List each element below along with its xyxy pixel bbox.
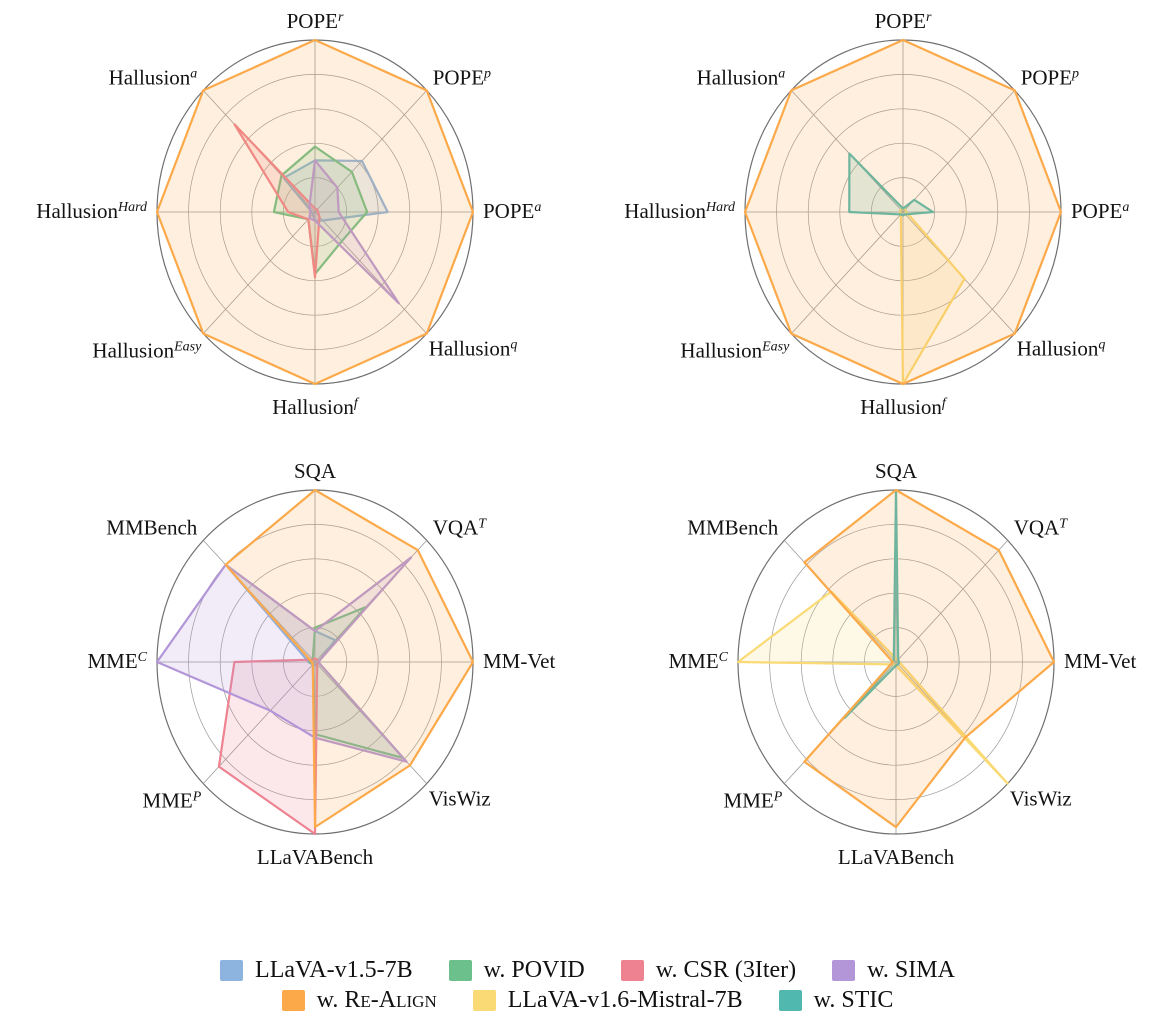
chart-legend: LLaVA-v1.5-7B w. POVID w. CSR (3Iter) w. SI… (0, 958, 1175, 1012)
axis-label-mmbench: MMBench (687, 515, 778, 539)
grid-spoke (902, 90, 1016, 213)
grid-spoke (202, 211, 316, 334)
axis-label-hallusion-easy: HallusionEasy (680, 339, 790, 363)
legend-item-llava-v1-5-7b[interactable]: LLaVA-v1.5-7B (220, 958, 413, 982)
radar-plot-hallucination-llava15: POPEr POPEp POPEa Hallusionq Hallusionf Hallu… (36, 9, 541, 419)
radar-series-w-re-align (224, 488, 475, 829)
legend-row: LLaVA-v1.5-7B w. POVID w. CSR (3Iter) w. SI… (202, 958, 973, 982)
grid-spoke (202, 661, 316, 784)
legend-swatch (281, 989, 305, 1011)
axis-label-hallusion-hard: HallusionHard (36, 199, 148, 223)
radar-axis-labels: SQA VQAT MM-Vet VisWiz LLaVABench MMEP MMEC MMB… (87, 459, 555, 869)
radar-series-w-re-align (155, 38, 475, 386)
legend-item-llava-v1-6-mistral-7b[interactable]: LLaVA-v1.6-Mistral-7B (472, 987, 743, 1013)
radar-plot-comprehensive-llava15: SQA VQAT MM-Vet VisWiz LLaVABench MMEP MMEC MMB… (87, 459, 555, 869)
grid-spoke (790, 211, 904, 334)
axis-label-mme-p: MMEP (143, 789, 202, 813)
axis-label-llavabench: LLaVABench (257, 845, 374, 869)
radar-series-group (743, 38, 1063, 386)
radar-series-w-csr-3iter (233, 123, 321, 279)
radar-series-w-re-align (803, 488, 1056, 829)
legend-item-w-csr-3iter[interactable]: w. CSR (3Iter) (620, 957, 797, 983)
axis-label-viswiz: VisWiz (1010, 787, 1072, 811)
radar-axis-labels: SQA VQAT MM-Vet VisWiz LLaVABench MMEP MMEC MMB… (668, 459, 1136, 869)
legend-swatch (620, 959, 644, 981)
axis-label-llavabench: LLaVABench (838, 845, 955, 869)
legend-label: w. CSR (3Iter) (655, 957, 797, 983)
legend-swatch (448, 959, 472, 981)
grid-spoke (790, 90, 904, 213)
axis-label-pope-r: POPEr (875, 9, 932, 33)
panel-bottom-right: SQA VQAT MM-Vet VisWiz LLaVABench MMEP MMEC MMB… (588, 450, 1175, 900)
radar-series-group (155, 38, 475, 386)
axis-label-mme-p: MMEP (724, 789, 783, 813)
radar-axis-labels: POPEr POPEp POPEa Hallusionq Hallusionf Hallu… (624, 9, 1129, 419)
axis-label-mm-vet: MM-Vet (1064, 649, 1136, 673)
legend-label: w. SIMA (867, 957, 955, 983)
grid-spoke (314, 90, 428, 213)
legend-row: w. Re-Align LLaVA-v1.6-Mistral-7B w. STIC (264, 988, 912, 1012)
radar-series-group (155, 488, 475, 836)
axis-label-mme-c: MMEC (87, 649, 147, 673)
grid-spoke (314, 211, 428, 334)
radar-series-w-stic (848, 152, 935, 217)
axis-label-pope-p: POPEp (1021, 65, 1079, 89)
axis-label-hallusion-hard: HallusionHard (624, 199, 736, 223)
legend-item-w-povid[interactable]: w. POVID (448, 957, 585, 983)
radar-series-w-stic (843, 488, 901, 720)
radar-plot-comprehensive-llava16: SQA VQAT MM-Vet VisWiz LLaVABench MMEP MMEC MMB… (668, 459, 1136, 869)
radar-series-w-csr-3iter (217, 657, 320, 836)
axis-label-sqa: SQA (294, 459, 337, 483)
axis-label-pope-a: POPEa (1071, 199, 1129, 223)
axis-label-vqa-t: VQAT (1014, 515, 1068, 539)
radar-axis-labels: POPEr POPEp POPEa Hallusionq Hallusionf Hallu… (36, 9, 541, 419)
axis-label-hallusion-q: Hallusionq (1017, 337, 1106, 361)
axis-label-sqa: SQA (875, 459, 918, 483)
legend-item-w-stic[interactable]: w. STIC (778, 987, 894, 1013)
axis-label-pope-p: POPEp (433, 65, 491, 89)
grid-spoke (895, 540, 1009, 663)
axis-label-hallusion-q: Hallusionq (429, 337, 518, 361)
legend-item-w-re-align[interactable]: w. Re-Align (281, 987, 437, 1013)
axis-label-vqa-t: VQAT (433, 515, 488, 539)
legend-label: w. STIC (813, 987, 894, 1013)
legend-item-w-sima[interactable]: w. SIMA (832, 958, 955, 982)
axis-label-pope-a: POPEa (483, 199, 541, 223)
legend-label: w. POVID (483, 957, 585, 983)
axis-label-hallusion-a: Hallusiona (109, 65, 198, 89)
radar-plot-hallucination-llava16: POPEr POPEp POPEa Hallusionq Hallusionf Hallu… (624, 9, 1129, 419)
panel-bottom-left: SQA VQAT MM-Vet VisWiz LLaVABench MMEP MMEC MMB… (0, 450, 588, 900)
axis-label-hallusion-f: Hallusionf (272, 395, 360, 419)
legend-label: LLaVA-v1.6-Mistral-7B (507, 987, 743, 1013)
axis-label-pope-r: POPEr (287, 9, 344, 33)
legend-label: LLaVA-v1.5-7B (255, 957, 413, 983)
axis-label-mme-c: MMEC (668, 649, 728, 673)
legend-swatch (472, 989, 496, 1011)
legend-label: w. Re-Align (316, 987, 437, 1013)
legend-swatch (832, 959, 856, 981)
axis-label-viswiz: VisWiz (429, 787, 491, 811)
radar-series-w-sima (308, 159, 400, 305)
panel-top-right: POPEr POPEp POPEa Hallusionq Hallusionf Hallu… (588, 0, 1175, 450)
axis-label-mm-vet: MM-Vet (483, 649, 555, 673)
panel-top-left: POPEr POPEp POPEa Hallusionq Hallusionf Hallu… (0, 0, 588, 450)
legend-swatch (220, 959, 244, 981)
axis-label-hallusion-easy: HallusionEasy (92, 339, 202, 363)
axis-label-mmbench: MMBench (106, 515, 197, 539)
radar-series-w-sima (155, 556, 413, 763)
axis-label-hallusion-f: Hallusionf (860, 395, 948, 419)
radar-series-group (736, 488, 1056, 829)
legend-swatch (778, 989, 802, 1011)
radar-series-w-re-align (743, 38, 1063, 386)
axis-label-hallusion-a: Hallusiona (697, 65, 786, 89)
